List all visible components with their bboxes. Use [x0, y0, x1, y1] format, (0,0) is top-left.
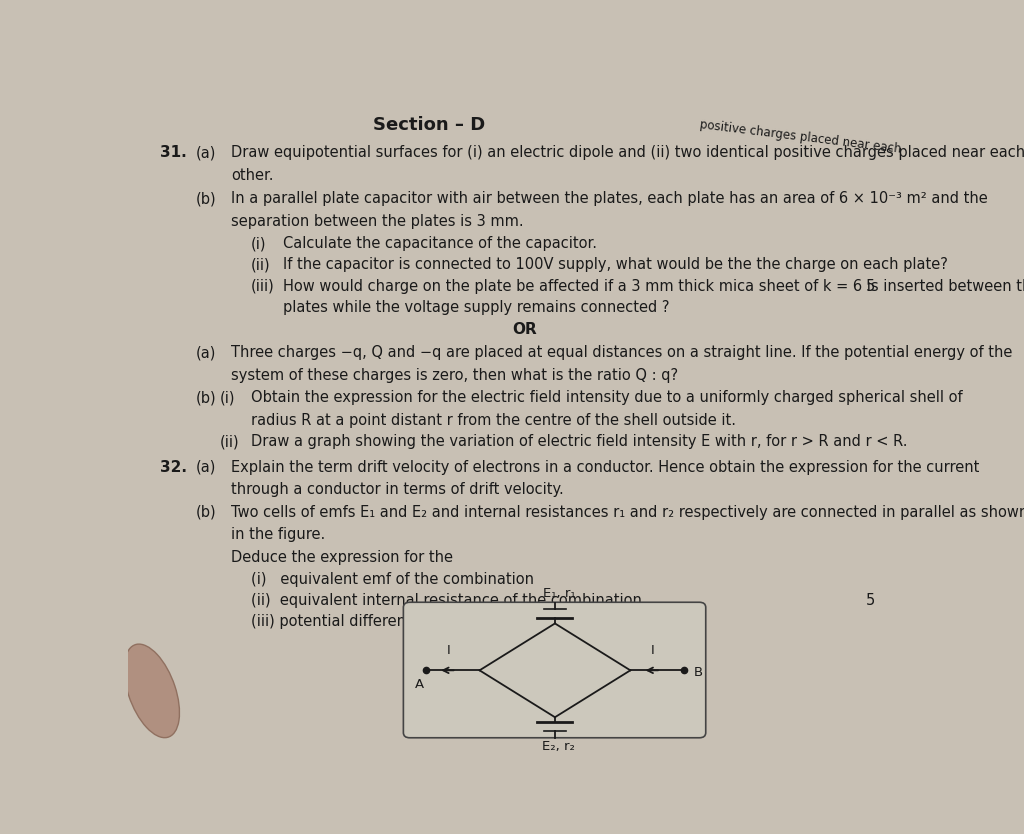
Text: (a): (a) — [196, 145, 216, 160]
Text: through a conductor in terms of drift velocity.: through a conductor in terms of drift ve… — [231, 482, 564, 497]
Text: Obtain the expression for the electric field intensity due to a uniformly charge: Obtain the expression for the electric f… — [251, 390, 963, 405]
Text: OR: OR — [512, 322, 538, 337]
Text: I: I — [446, 645, 451, 657]
Text: (iii): (iii) — [251, 279, 274, 294]
Text: positive charges placed near each: positive charges placed near each — [699, 118, 902, 156]
Text: (a): (a) — [196, 460, 216, 475]
Text: How would charge on the plate be affected if a 3 mm thick mica sheet of k = 6 is: How would charge on the plate be affecte… — [283, 279, 1024, 294]
Text: B: B — [694, 666, 702, 680]
Text: In a parallel plate capacitor with air between the plates, each plate has an are: In a parallel plate capacitor with air b… — [231, 191, 988, 206]
Text: Two cells of emfs E₁ and E₂ and internal resistances r₁ and r₂ respectively are : Two cells of emfs E₁ and E₂ and internal… — [231, 505, 1024, 520]
Text: If the capacitor is connected to 100V supply, what would be the the charge on ea: If the capacitor is connected to 100V su… — [283, 258, 947, 273]
Text: A: A — [415, 678, 424, 691]
Text: (b): (b) — [196, 505, 216, 520]
Text: other.: other. — [231, 168, 273, 183]
Text: (ii): (ii) — [219, 434, 239, 449]
Text: 31.: 31. — [160, 145, 186, 160]
Text: 5: 5 — [866, 279, 876, 294]
Text: E₁, r₁: E₁, r₁ — [543, 586, 575, 600]
Text: 5: 5 — [866, 593, 876, 608]
Text: Deduce the expression for the: Deduce the expression for the — [231, 550, 454, 565]
Text: (i)   equivalent emf of the combination: (i) equivalent emf of the combination — [251, 572, 534, 587]
FancyBboxPatch shape — [403, 602, 706, 738]
Text: Draw equipotential surfaces for (i) an electric dipole and (ii) two identical po: Draw equipotential surfaces for (i) an e… — [231, 145, 1024, 160]
Text: in the figure.: in the figure. — [231, 527, 326, 542]
Text: radius R at a point distant r from the centre of the shell outside it.: radius R at a point distant r from the c… — [251, 413, 736, 428]
Text: Three charges −q, Q and −q are placed at equal distances on a straight line. If : Three charges −q, Q and −q are placed at… — [231, 345, 1013, 360]
Text: system of these charges is zero, then what is the ratio Q : q?: system of these charges is zero, then wh… — [231, 368, 678, 383]
Text: Section – D: Section – D — [374, 116, 485, 134]
Text: 32.: 32. — [160, 460, 186, 475]
Ellipse shape — [124, 644, 179, 738]
Text: Calculate the capacitance of the capacitor.: Calculate the capacitance of the capacit… — [283, 236, 597, 251]
Text: (b): (b) — [196, 390, 216, 405]
Text: E₂, r₂: E₂, r₂ — [543, 741, 575, 753]
Text: (ii)  equivalent internal resistance of the combination: (ii) equivalent internal resistance of t… — [251, 593, 642, 608]
Text: (i): (i) — [219, 390, 234, 405]
Text: separation between the plates is 3 mm.: separation between the plates is 3 mm. — [231, 214, 524, 229]
Text: plates while the voltage supply remains connected ?: plates while the voltage supply remains … — [283, 299, 670, 314]
Text: Explain the term drift velocity of electrons in a conductor. Hence obtain the ex: Explain the term drift velocity of elect… — [231, 460, 980, 475]
Text: Draw a graph showing the variation of electric field intensity E with r, for r >: Draw a graph showing the variation of el… — [251, 434, 907, 449]
Text: (b): (b) — [196, 191, 216, 206]
Text: (iii) potential difference between the points A and B.: (iii) potential difference between the p… — [251, 615, 636, 630]
Text: I: I — [651, 645, 654, 657]
Text: (i): (i) — [251, 236, 266, 251]
Text: (ii): (ii) — [251, 258, 270, 273]
Text: (a): (a) — [196, 345, 216, 360]
